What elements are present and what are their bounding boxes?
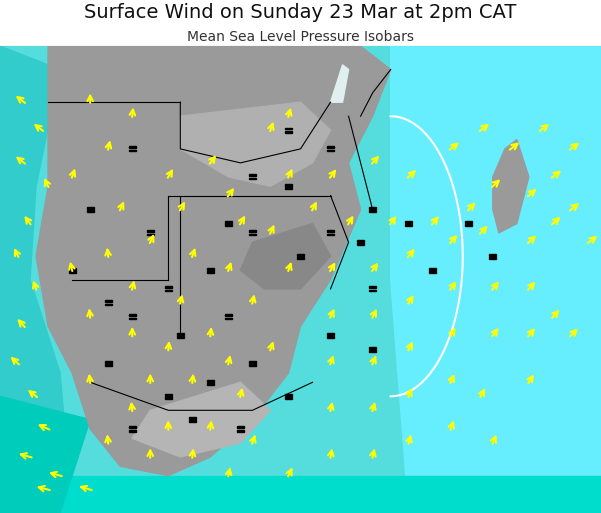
Polygon shape (391, 46, 601, 513)
Bar (369, 350, 376, 352)
Bar (285, 184, 292, 186)
Bar (147, 230, 154, 232)
Bar (249, 177, 256, 180)
Bar (105, 364, 112, 366)
Polygon shape (493, 140, 529, 233)
Bar (225, 314, 232, 316)
Bar (369, 347, 376, 349)
Bar (129, 146, 136, 148)
Bar (87, 207, 94, 209)
Bar (237, 430, 244, 431)
Polygon shape (180, 102, 331, 186)
Bar (369, 290, 376, 291)
Bar (249, 364, 256, 366)
Bar (489, 253, 496, 255)
Bar (189, 420, 196, 422)
Bar (327, 230, 334, 232)
Bar (87, 210, 94, 212)
Bar (249, 233, 256, 235)
Bar (69, 268, 76, 269)
Bar (249, 361, 256, 363)
Bar (69, 271, 76, 273)
Bar (327, 337, 334, 338)
Bar (129, 318, 136, 320)
Polygon shape (132, 382, 270, 457)
Bar (129, 150, 136, 151)
Text: Surface Wind on Sunday 23 Mar at 2pm CAT: Surface Wind on Sunday 23 Mar at 2pm CAT (84, 4, 517, 23)
Bar (177, 337, 184, 338)
Bar (147, 233, 154, 235)
Bar (285, 128, 292, 129)
Bar (165, 286, 172, 288)
Bar (297, 253, 304, 255)
Bar (327, 146, 334, 148)
Bar (189, 417, 196, 419)
Bar (225, 221, 232, 223)
Bar (357, 240, 364, 242)
Bar (489, 257, 496, 259)
Bar (207, 268, 214, 269)
Bar (105, 361, 112, 363)
Bar (297, 257, 304, 259)
Bar (429, 268, 436, 269)
Bar (249, 174, 256, 176)
Bar (285, 393, 292, 396)
Bar (327, 233, 334, 235)
Polygon shape (331, 65, 349, 102)
Bar (207, 380, 214, 382)
Bar (207, 271, 214, 273)
Bar (225, 224, 232, 226)
Bar (369, 210, 376, 212)
Bar (357, 243, 364, 245)
Bar (129, 314, 136, 316)
Bar (237, 426, 244, 428)
Bar (465, 224, 472, 226)
Bar (327, 333, 334, 335)
Bar (429, 271, 436, 273)
Polygon shape (36, 46, 391, 476)
Polygon shape (240, 224, 331, 289)
Polygon shape (0, 396, 90, 513)
Bar (129, 430, 136, 431)
Bar (327, 150, 334, 151)
Bar (129, 426, 136, 428)
Bar (369, 286, 376, 288)
Bar (369, 207, 376, 209)
Bar (105, 300, 112, 302)
Bar (285, 397, 292, 399)
Bar (405, 224, 412, 226)
Bar (165, 393, 172, 396)
Bar (165, 290, 172, 291)
Bar (207, 383, 214, 385)
Bar (165, 397, 172, 399)
Bar (105, 304, 112, 306)
Bar (177, 333, 184, 335)
Polygon shape (0, 476, 601, 513)
Bar (405, 221, 412, 223)
Bar (285, 187, 292, 189)
Bar (225, 318, 232, 320)
Text: Mean Sea Level Pressure Isobars: Mean Sea Level Pressure Isobars (187, 30, 414, 44)
Polygon shape (0, 46, 72, 513)
Bar (465, 221, 472, 223)
Bar (249, 230, 256, 232)
Bar (285, 131, 292, 133)
